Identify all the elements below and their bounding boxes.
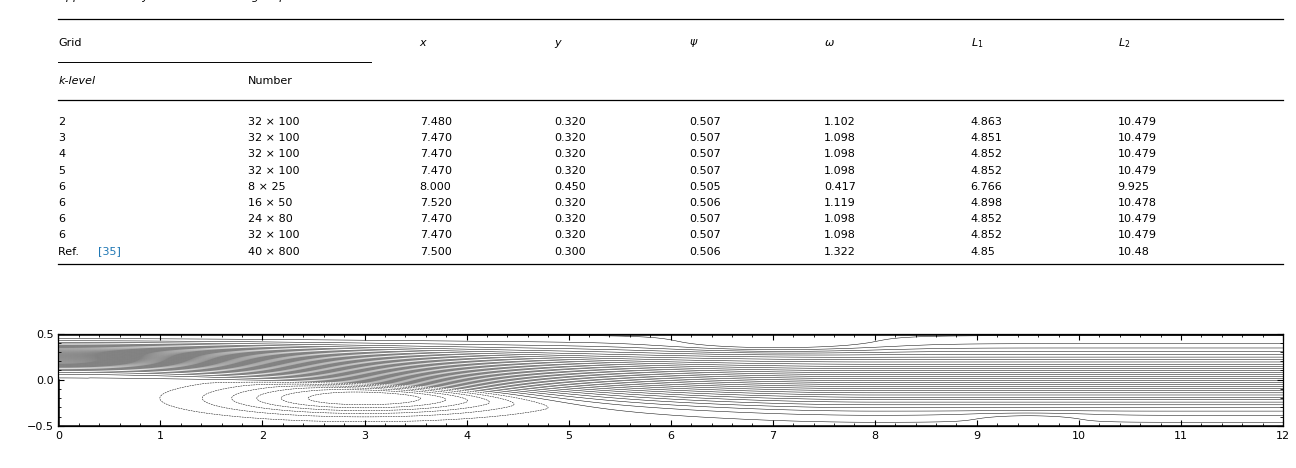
Text: 3: 3: [58, 133, 65, 143]
Text: 4.85: 4.85: [971, 247, 995, 256]
Text: 9.925: 9.925: [1117, 182, 1150, 192]
Text: 0.506: 0.506: [689, 198, 721, 208]
Text: 1.098: 1.098: [824, 166, 855, 176]
Text: $L_2$: $L_2$: [1117, 36, 1130, 50]
Text: 7.480: 7.480: [420, 117, 451, 127]
Text: 6.766: 6.766: [971, 182, 1003, 192]
Text: 32 × 100: 32 × 100: [248, 133, 299, 143]
Text: 1.098: 1.098: [824, 214, 855, 224]
Text: 4.852: 4.852: [971, 149, 1003, 159]
Text: 6: 6: [58, 230, 65, 241]
Text: 0.507: 0.507: [689, 230, 721, 241]
Text: 0.450: 0.450: [555, 182, 586, 192]
Text: $\psi$: $\psi$: [689, 37, 699, 49]
Text: 1.098: 1.098: [824, 133, 855, 143]
Text: $L_1$: $L_1$: [971, 36, 984, 50]
Text: 2: 2: [58, 117, 65, 127]
Text: 7.470: 7.470: [420, 214, 451, 224]
Text: 0.320: 0.320: [555, 214, 586, 224]
Text: x: x: [420, 38, 426, 48]
Text: 7.470: 7.470: [420, 230, 451, 241]
Text: 0.320: 0.320: [555, 198, 586, 208]
Text: 0.507: 0.507: [689, 117, 721, 127]
Text: 6: 6: [58, 214, 65, 224]
Text: 7.470: 7.470: [420, 166, 451, 176]
Text: Number: Number: [248, 76, 293, 86]
Text: 0.320: 0.320: [555, 166, 586, 176]
Text: k-level: k-level: [58, 76, 96, 86]
Text: $\omega$: $\omega$: [824, 38, 835, 48]
Text: 1.322: 1.322: [824, 247, 855, 256]
Text: 0.320: 0.320: [555, 133, 586, 143]
Text: 24 × 80: 24 × 80: [248, 214, 293, 224]
Text: 0.505: 0.505: [689, 182, 721, 192]
Text: 1.098: 1.098: [824, 149, 855, 159]
Text: 10.479: 10.479: [1117, 133, 1157, 143]
Text: 10.48: 10.48: [1117, 247, 1150, 256]
Text: Upper wall eddy of backward-facing step at Re = 800.: Upper wall eddy of backward-facing step …: [58, 0, 362, 2]
Text: 0.507: 0.507: [689, 214, 721, 224]
Text: 10.478: 10.478: [1117, 198, 1157, 208]
Text: 0.507: 0.507: [689, 149, 721, 159]
Text: 7.500: 7.500: [420, 247, 451, 256]
Text: 4.863: 4.863: [971, 117, 1003, 127]
Text: 1.098: 1.098: [824, 230, 855, 241]
Text: 10.479: 10.479: [1117, 149, 1157, 159]
Text: 6: 6: [58, 198, 65, 208]
Text: 0.320: 0.320: [555, 117, 586, 127]
Text: 0.507: 0.507: [689, 133, 721, 143]
Text: 4.852: 4.852: [971, 166, 1003, 176]
Text: 4.851: 4.851: [971, 133, 1003, 143]
Text: 32 × 100: 32 × 100: [248, 149, 299, 159]
Text: 1.102: 1.102: [824, 117, 855, 127]
Text: 4: 4: [58, 149, 65, 159]
Text: 6: 6: [58, 182, 65, 192]
Text: 7.520: 7.520: [420, 198, 451, 208]
Text: [35]: [35]: [97, 247, 121, 256]
Text: 4.852: 4.852: [971, 230, 1003, 241]
Text: 0.320: 0.320: [555, 149, 586, 159]
Text: y: y: [555, 38, 561, 48]
Text: 10.479: 10.479: [1117, 117, 1157, 127]
Text: 10.479: 10.479: [1117, 230, 1157, 241]
Text: 0.300: 0.300: [555, 247, 586, 256]
Text: 32 × 100: 32 × 100: [248, 230, 299, 241]
Text: Ref.: Ref.: [58, 247, 82, 256]
Text: 4.898: 4.898: [971, 198, 1003, 208]
Text: 0.320: 0.320: [555, 230, 586, 241]
Text: 10.479: 10.479: [1117, 166, 1157, 176]
Text: 5: 5: [58, 166, 65, 176]
Text: 8.000: 8.000: [420, 182, 451, 192]
Text: 0.417: 0.417: [824, 182, 855, 192]
Text: 0.506: 0.506: [689, 247, 721, 256]
Text: 7.470: 7.470: [420, 149, 451, 159]
Text: 32 × 100: 32 × 100: [248, 117, 299, 127]
Text: 7.470: 7.470: [420, 133, 451, 143]
Text: 16 × 50: 16 × 50: [248, 198, 293, 208]
Text: 32 × 100: 32 × 100: [248, 166, 299, 176]
Text: 4.852: 4.852: [971, 214, 1003, 224]
Text: 40 × 800: 40 × 800: [248, 247, 299, 256]
Text: 1.119: 1.119: [824, 198, 855, 208]
Text: 10.479: 10.479: [1117, 214, 1157, 224]
Text: 0.507: 0.507: [689, 166, 721, 176]
Text: Grid: Grid: [58, 38, 82, 48]
Text: 8 × 25: 8 × 25: [248, 182, 286, 192]
